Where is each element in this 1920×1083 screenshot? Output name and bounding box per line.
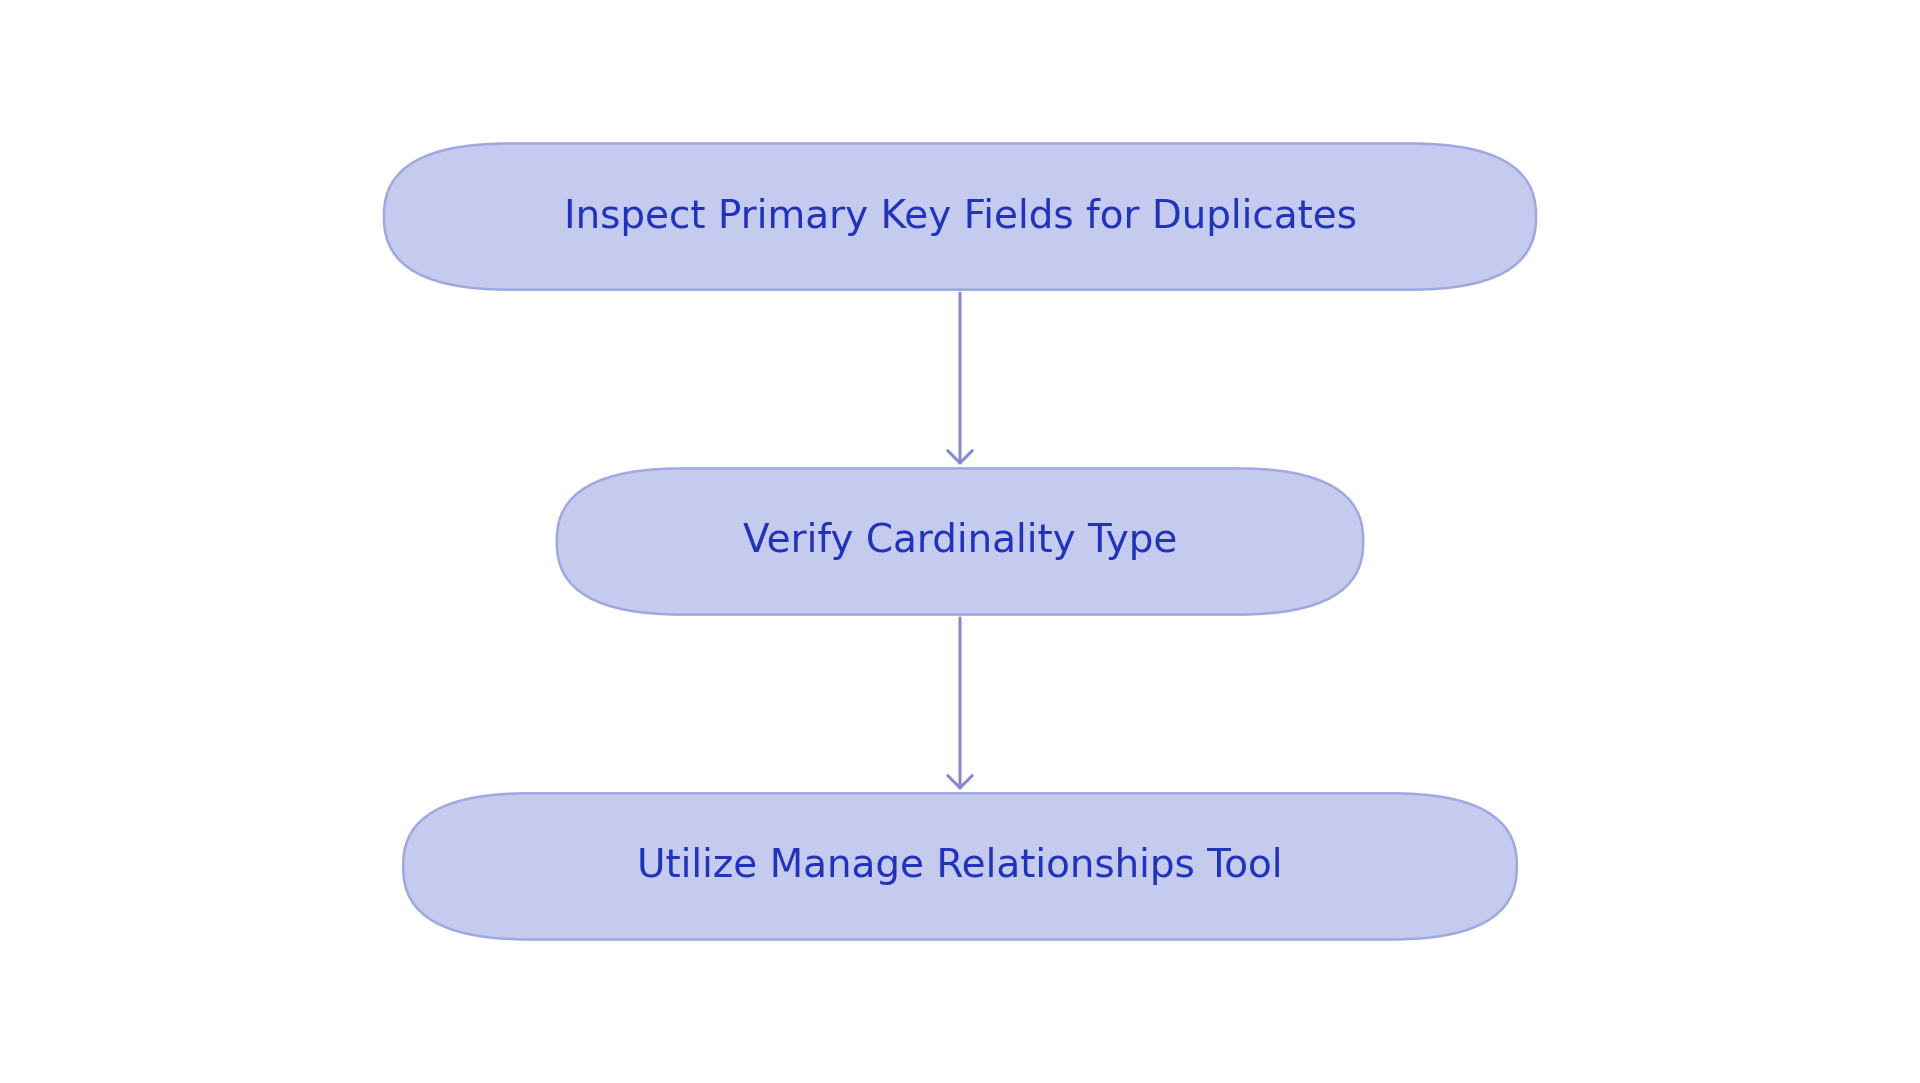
FancyBboxPatch shape <box>557 469 1363 615</box>
Text: Utilize Manage Relationships Tool: Utilize Manage Relationships Tool <box>637 847 1283 886</box>
FancyBboxPatch shape <box>384 143 1536 289</box>
Text: Verify Cardinality Type: Verify Cardinality Type <box>743 522 1177 561</box>
FancyBboxPatch shape <box>403 793 1517 939</box>
Text: Inspect Primary Key Fields for Duplicates: Inspect Primary Key Fields for Duplicate… <box>563 197 1357 236</box>
